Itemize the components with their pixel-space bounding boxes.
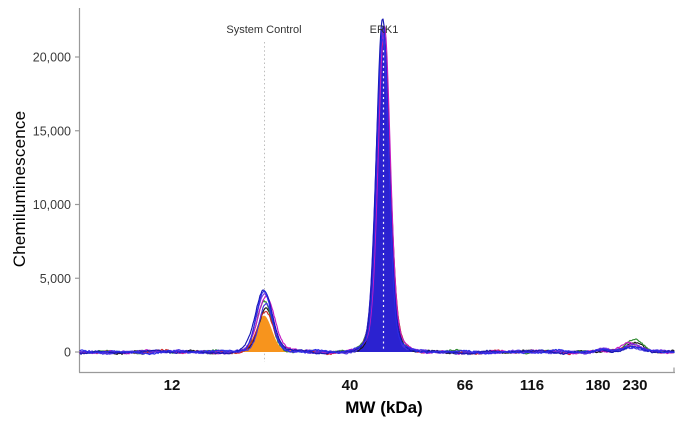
erk1-peak-fill [340, 27, 426, 352]
y-tick-label: 10,000 [33, 198, 71, 212]
y-tick-label: 5,000 [40, 272, 71, 286]
y-tick-label: 20,000 [33, 51, 71, 65]
run-trace [79, 25, 675, 356]
x-tick-label: 66 [457, 377, 474, 394]
x-tick-label: 116 [520, 377, 544, 394]
y-axis-title: Chemiluminescence [10, 110, 29, 268]
y-tick-label: 15,000 [33, 124, 71, 138]
x-tick-label: 12 [164, 377, 181, 394]
annotation-erk1: ERK1 [369, 24, 399, 36]
x-axis-title: MW (kDa) [345, 398, 423, 417]
x-tick-label: 40 [342, 377, 359, 394]
x-tick-label: 230 [622, 377, 647, 394]
annotation-system-control: System Control [226, 24, 302, 36]
system-control-peak-fill [231, 315, 297, 352]
y-tick-label: 0 [64, 346, 71, 360]
x-tick-label: 180 [585, 377, 610, 394]
